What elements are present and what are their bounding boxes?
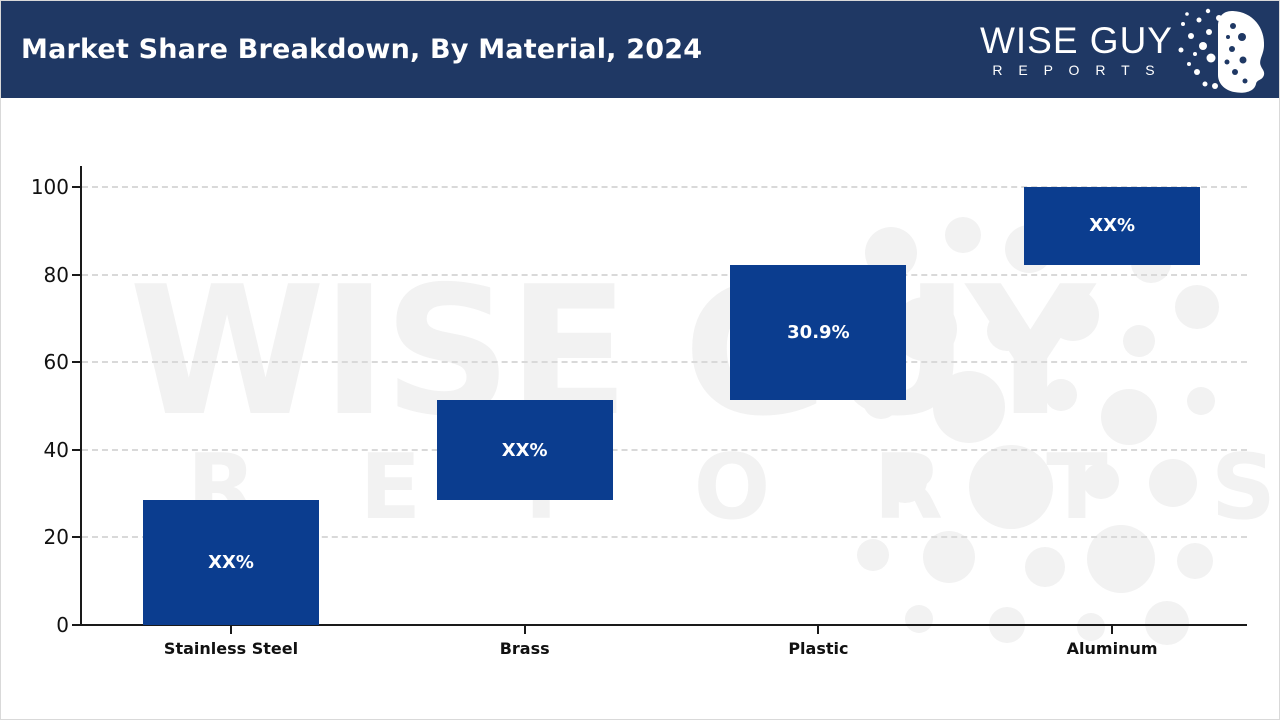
- bar-value-label: 30.9%: [787, 322, 850, 344]
- x-axis-label-stainless-steel: Stainless Steel: [163, 639, 299, 658]
- header-bar: Market Share Breakdown, By Material, 202…: [1, 1, 1279, 98]
- x-tick: [523, 626, 526, 634]
- y-tick-label: 40: [43, 437, 69, 462]
- page-title: Market Share Breakdown, By Material, 202…: [21, 34, 703, 65]
- y-tick: [72, 536, 80, 539]
- wise-guy-reports-logo: WISE GUY R E P O R T S: [980, 6, 1267, 94]
- x-tick: [230, 626, 232, 634]
- y-tick-label: 100: [30, 175, 69, 199]
- y-tick-label: 80: [43, 262, 69, 287]
- bar-stainless-steel: XX%: [143, 499, 319, 625]
- logo-wordmark: WISE GUY: [979, 19, 1173, 61]
- y-tick: [72, 361, 80, 364]
- bar-aluminum: XX%: [1024, 187, 1201, 265]
- gridline: [82, 536, 1247, 539]
- dotted-head-profile-icon: [1178, 8, 1265, 93]
- x-tick: [817, 626, 820, 634]
- x-axis-label-brass: Brass: [499, 639, 550, 658]
- gridline: [82, 361, 1247, 364]
- gridline: [82, 448, 1247, 451]
- y-tick-label: 60: [43, 350, 69, 375]
- y-tick: [72, 448, 80, 451]
- logo-text: WISE GUY R E P O R T S: [980, 22, 1173, 78]
- y-tick: [72, 273, 80, 276]
- x-axis-label-plastic: Plastic: [788, 639, 849, 658]
- gridline: [82, 273, 1247, 276]
- y-tick: [72, 186, 80, 188]
- bar-plastic: 30.9%: [730, 264, 907, 401]
- y-tick-label: 0: [56, 613, 69, 637]
- x-axis-label-aluminum: Aluminum: [1066, 639, 1158, 658]
- bar-value-label: XX%: [1089, 215, 1135, 237]
- bar-brass: XX%: [436, 400, 613, 500]
- logo-reports-label: R E P O R T S: [992, 61, 1161, 78]
- y-tick-label: 20: [43, 525, 69, 550]
- bar-value-label: XX%: [501, 439, 548, 461]
- y-axis-line: [80, 166, 82, 626]
- gridline: [82, 186, 1247, 188]
- bar-value-label: XX%: [208, 551, 254, 573]
- y-tick: [72, 624, 80, 626]
- x-tick: [1111, 626, 1114, 634]
- x-axis-line: [80, 624, 1247, 626]
